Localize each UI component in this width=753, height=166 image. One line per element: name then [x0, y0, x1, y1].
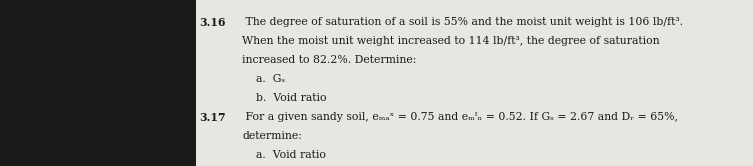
Text: 3.16: 3.16 — [200, 17, 226, 28]
Text: The degree of saturation of a soil is 55% and the moist unit weight is 106 lb/ft: The degree of saturation of a soil is 55… — [242, 17, 684, 27]
Text: 3.17: 3.17 — [200, 112, 226, 123]
Text: a.  Gₛ: a. Gₛ — [256, 74, 285, 84]
Text: increased to 82.2%. Determine:: increased to 82.2%. Determine: — [242, 55, 417, 65]
Text: For a given sandy soil, eₘₐˣ = 0.75 and eₘᴵₙ = 0.52. If Gₛ = 2.67 and Dᵣ = 65%,: For a given sandy soil, eₘₐˣ = 0.75 and … — [242, 112, 678, 122]
Text: b.  Void ratio: b. Void ratio — [256, 93, 327, 103]
Text: determine:: determine: — [242, 131, 303, 141]
Bar — [196, 0, 753, 166]
Text: When the moist unit weight increased to 114 lb/ft³, the degree of saturation: When the moist unit weight increased to … — [242, 36, 660, 46]
Text: a.  Void ratio: a. Void ratio — [256, 150, 326, 160]
